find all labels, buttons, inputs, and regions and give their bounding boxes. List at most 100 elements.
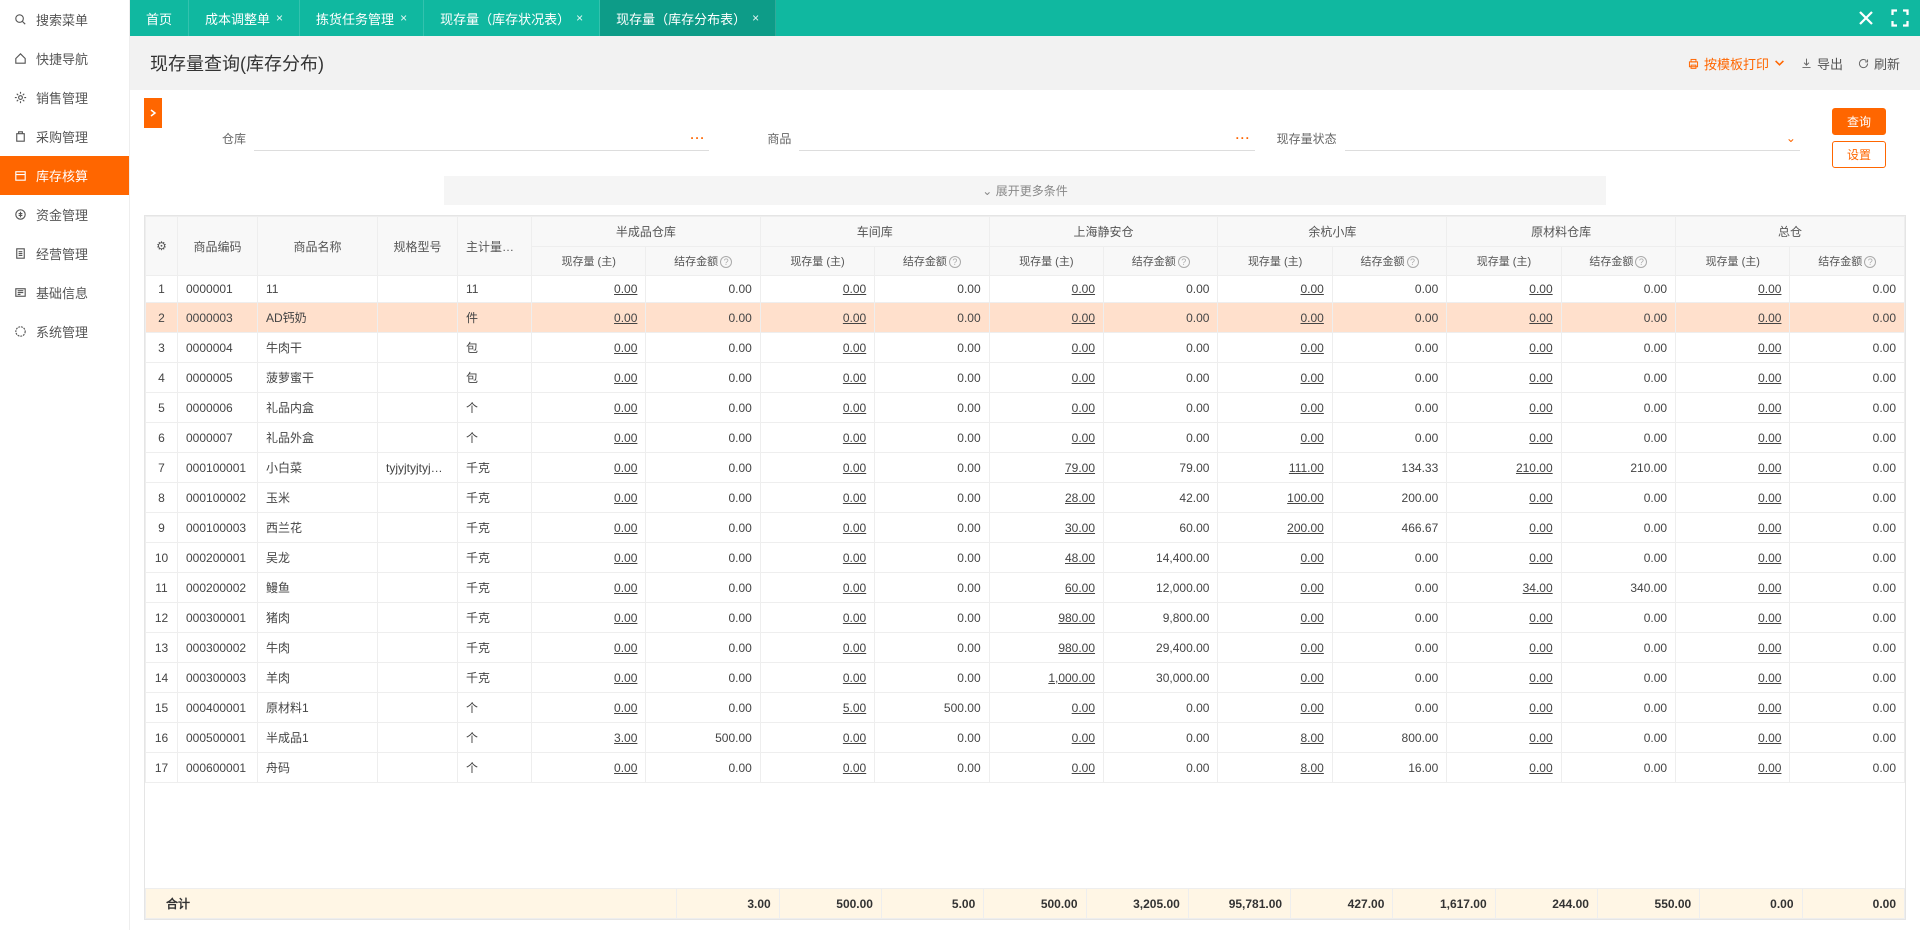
cell-qty[interactable]: 0.00	[1676, 693, 1790, 723]
cell-qty[interactable]: 0.00	[1676, 453, 1790, 483]
cell-qty[interactable]: 0.00	[1447, 333, 1561, 363]
table-row[interactable]: 17 000600001 舟码 个0.000.000.000.000.000.0…	[146, 753, 1905, 783]
cell-qty[interactable]: 0.00	[989, 393, 1103, 423]
more-icon[interactable]: ···	[690, 131, 705, 145]
tab[interactable]: 首页	[130, 0, 189, 36]
expand-conditions[interactable]: ⌄ 展开更多条件	[444, 176, 1606, 205]
cell-qty[interactable]: 3.00	[532, 723, 646, 753]
cell-qty[interactable]: 0.00	[760, 723, 874, 753]
help-icon[interactable]: ?	[1864, 256, 1876, 268]
cell-qty[interactable]: 34.00	[1447, 573, 1561, 603]
cell-qty[interactable]: 0.00	[1218, 363, 1332, 393]
cell-qty[interactable]: 0.00	[1676, 393, 1790, 423]
cell-qty[interactable]: 0.00	[1676, 633, 1790, 663]
sidebar-item[interactable]: 快捷导航	[0, 39, 129, 78]
cell-qty[interactable]: 0.00	[1218, 663, 1332, 693]
help-icon[interactable]: ?	[1178, 256, 1190, 268]
table-row[interactable]: 4 0000005 菠萝蜜干 包0.000.000.000.000.000.00…	[146, 363, 1905, 393]
cell-qty[interactable]: 0.00	[532, 363, 646, 393]
cell-qty[interactable]: 0.00	[1447, 663, 1561, 693]
cell-qty[interactable]: 0.00	[1218, 303, 1332, 333]
cell-qty[interactable]: 200.00	[1218, 513, 1332, 543]
table-row[interactable]: 6 0000007 礼品外盒 个0.000.000.000.000.000.00…	[146, 423, 1905, 453]
cell-qty[interactable]: 0.00	[532, 453, 646, 483]
cell-qty[interactable]: 0.00	[1676, 363, 1790, 393]
cell-qty[interactable]: 0.00	[760, 633, 874, 663]
cell-qty[interactable]: 8.00	[1218, 753, 1332, 783]
filter-input-product[interactable]: ···	[799, 125, 1254, 151]
cell-qty[interactable]: 0.00	[1447, 363, 1561, 393]
cell-qty[interactable]: 0.00	[760, 513, 874, 543]
print-button[interactable]: 按模板打印	[1687, 54, 1786, 73]
cell-qty[interactable]: 0.00	[532, 753, 646, 783]
table-row[interactable]: 1 0000001 11 110.000.000.000.000.000.000…	[146, 276, 1905, 303]
tab[interactable]: 成本调整单×	[189, 0, 300, 36]
help-icon[interactable]: ?	[1635, 256, 1647, 268]
cell-qty[interactable]: 0.00	[532, 603, 646, 633]
cell-qty[interactable]: 0.00	[532, 573, 646, 603]
cell-qty[interactable]: 0.00	[532, 513, 646, 543]
tab-close-all-icon[interactable]	[1854, 6, 1878, 30]
cell-qty[interactable]: 0.00	[1218, 393, 1332, 423]
cell-qty[interactable]: 0.00	[760, 393, 874, 423]
cell-qty[interactable]: 28.00	[989, 483, 1103, 513]
cell-qty[interactable]: 0.00	[532, 276, 646, 303]
table-row[interactable]: 7 000100001 小白菜 tyjyjtyjtyjdf... 千克0.000…	[146, 453, 1905, 483]
cell-qty[interactable]: 0.00	[760, 423, 874, 453]
sidebar-item[interactable]: 库存核算	[0, 156, 129, 195]
cell-qty[interactable]: 0.00	[1676, 603, 1790, 633]
cell-qty[interactable]: 0.00	[1676, 723, 1790, 753]
tab-fullscreen-icon[interactable]	[1888, 6, 1912, 30]
sidebar-item[interactable]: 资金管理	[0, 195, 129, 234]
cell-qty[interactable]: 0.00	[1447, 633, 1561, 663]
cell-qty[interactable]: 0.00	[760, 333, 874, 363]
tab[interactable]: 现存量（库存状况表）×	[424, 0, 600, 36]
sidebar-item[interactable]: 系统管理	[0, 312, 129, 351]
cell-qty[interactable]: 0.00	[1676, 333, 1790, 363]
cell-qty[interactable]: 0.00	[1447, 753, 1561, 783]
help-icon[interactable]: ?	[949, 256, 961, 268]
cell-qty[interactable]: 0.00	[989, 693, 1103, 723]
table-row[interactable]: 16 000500001 半成品1 个3.00500.000.000.000.0…	[146, 723, 1905, 753]
close-icon[interactable]: ×	[400, 11, 407, 25]
cell-qty[interactable]: 0.00	[1676, 483, 1790, 513]
refresh-button[interactable]: 刷新	[1857, 54, 1900, 73]
export-button[interactable]: 导出	[1800, 54, 1843, 73]
cell-qty[interactable]: 0.00	[1447, 483, 1561, 513]
close-icon[interactable]: ×	[752, 11, 759, 25]
cell-qty[interactable]: 0.00	[989, 303, 1103, 333]
cell-qty[interactable]: 0.00	[760, 753, 874, 783]
cell-qty[interactable]: 0.00	[760, 573, 874, 603]
cell-qty[interactable]: 0.00	[760, 483, 874, 513]
settings-button[interactable]: 设置	[1832, 141, 1886, 168]
cell-qty[interactable]: 0.00	[760, 543, 874, 573]
sidebar-item[interactable]: 销售管理	[0, 78, 129, 117]
help-icon[interactable]: ?	[720, 256, 732, 268]
cell-qty[interactable]: 0.00	[760, 453, 874, 483]
cell-qty[interactable]: 0.00	[989, 423, 1103, 453]
cell-qty[interactable]: 0.00	[532, 483, 646, 513]
table-row[interactable]: 8 000100002 玉米 千克0.000.000.000.0028.0042…	[146, 483, 1905, 513]
cell-qty[interactable]: 0.00	[1447, 603, 1561, 633]
cell-qty[interactable]: 0.00	[760, 603, 874, 633]
sidebar-item[interactable]: 搜索菜单	[0, 0, 129, 39]
cell-qty[interactable]: 0.00	[760, 663, 874, 693]
cell-qty[interactable]: 79.00	[989, 453, 1103, 483]
cell-qty[interactable]: 0.00	[1447, 693, 1561, 723]
cell-qty[interactable]: 210.00	[1447, 453, 1561, 483]
table-row[interactable]: 9 000100003 西兰花 千克0.000.000.000.0030.006…	[146, 513, 1905, 543]
cell-qty[interactable]: 0.00	[1447, 276, 1561, 303]
cell-qty[interactable]: 0.00	[989, 723, 1103, 753]
cell-qty[interactable]: 0.00	[1676, 753, 1790, 783]
cell-qty[interactable]: 0.00	[1218, 573, 1332, 603]
cell-qty[interactable]: 0.00	[532, 543, 646, 573]
cell-qty[interactable]: 0.00	[1218, 543, 1332, 573]
cell-qty[interactable]: 0.00	[1447, 723, 1561, 753]
query-button[interactable]: 查询	[1832, 108, 1886, 135]
cell-qty[interactable]: 0.00	[760, 363, 874, 393]
cell-qty[interactable]: 0.00	[1676, 423, 1790, 453]
cell-qty[interactable]: 0.00	[989, 276, 1103, 303]
cell-qty[interactable]: 0.00	[1676, 303, 1790, 333]
cell-qty[interactable]: 0.00	[760, 303, 874, 333]
cell-qty[interactable]: 0.00	[1218, 693, 1332, 723]
